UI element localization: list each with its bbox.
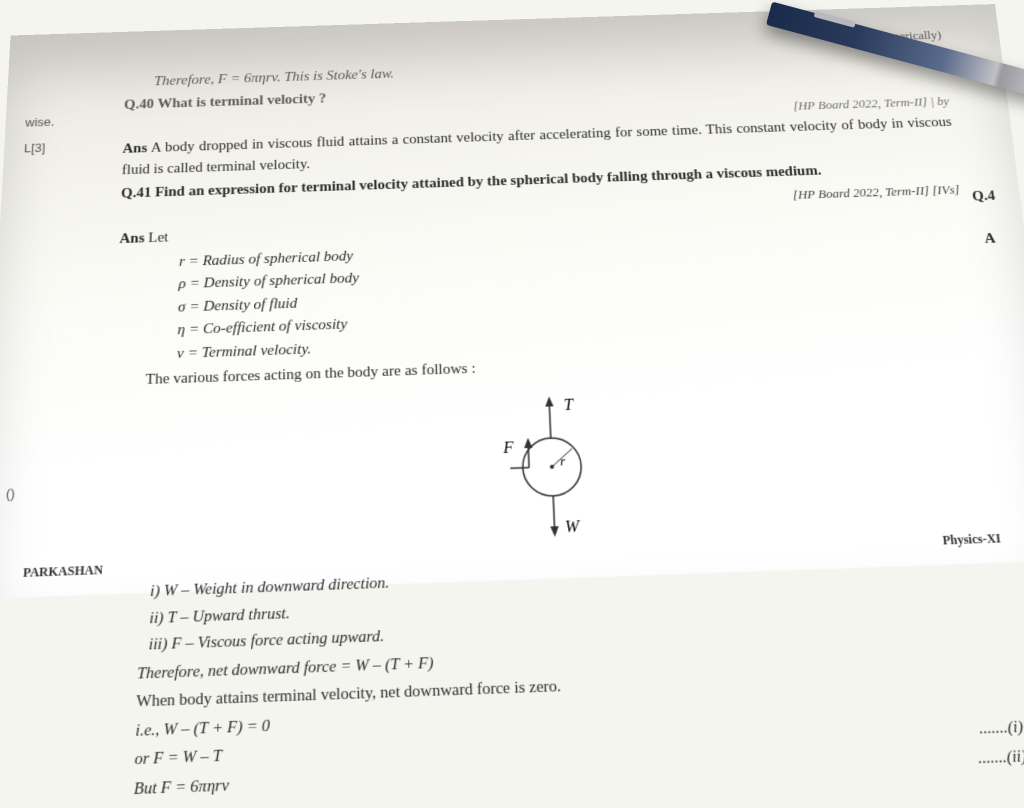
diagram-w-label: W <box>565 517 581 536</box>
side-q4: Q.4 <box>971 186 996 208</box>
eq-but: But F = 6πηrv <box>133 773 229 802</box>
ans41-let: Let <box>148 230 168 246</box>
diagram-f-label: F <box>502 438 515 457</box>
diagram-t-label: T <box>563 395 575 413</box>
footer-parkashan: PARKASHAN <box>23 562 104 581</box>
ans41-label: Ans <box>119 231 145 247</box>
eq-dots1: .......(i) <box>978 715 1024 742</box>
q40-number: Q.40 <box>124 97 154 112</box>
margin-l3: L[3] <box>24 141 46 156</box>
margin-wise: wise. <box>25 115 55 130</box>
diagram-r-label: r <box>560 453 566 468</box>
side-a: A <box>983 228 996 250</box>
ans40-label: Ans <box>122 141 147 157</box>
footer-physics: Physics-XI <box>942 531 1002 549</box>
q40-text: What is terminal velocity ? <box>157 91 326 111</box>
force-diagram: T F r W <box>108 375 1000 568</box>
q41-number: Q.41 <box>121 185 152 201</box>
margin-paren: () <box>6 485 16 501</box>
eq-or: or F = W – T <box>134 744 222 773</box>
eq-dots2: .......(ii) <box>976 744 1024 771</box>
